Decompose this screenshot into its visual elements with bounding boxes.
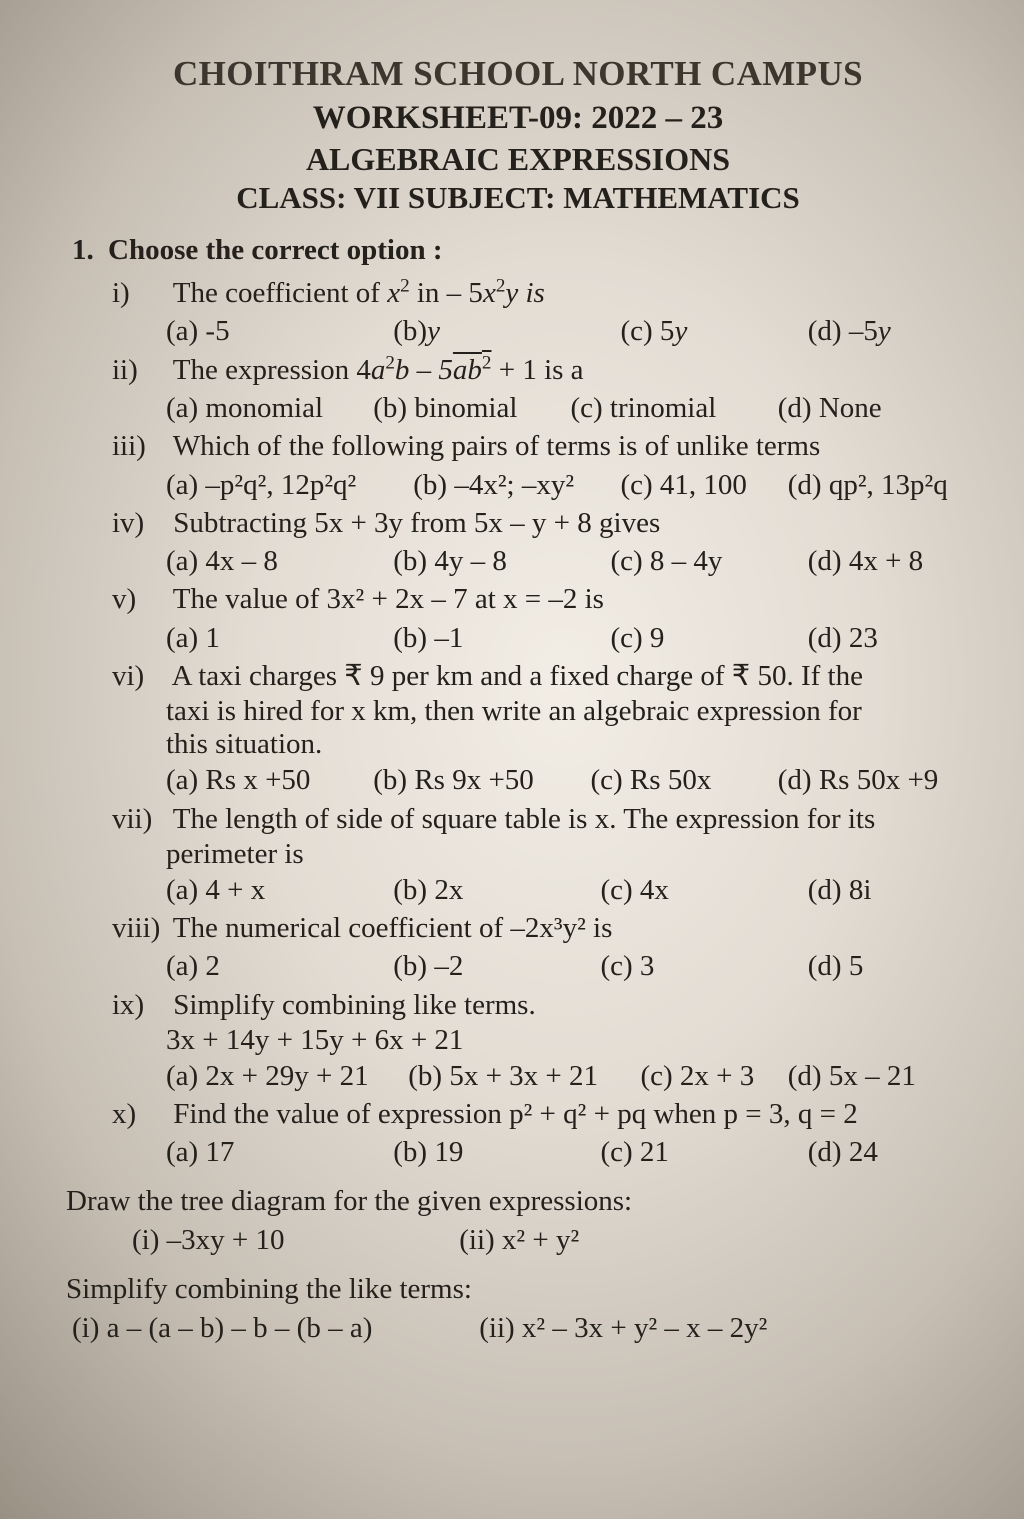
q1-vi-l3: this situation. xyxy=(166,728,964,761)
q1-viii-d: (d) 5 xyxy=(808,947,864,985)
q1-iv-tag: iv) xyxy=(112,504,166,542)
q1-viii-c: (c) 3 xyxy=(601,947,801,985)
q1-ix: ix) Simplify combining like terms. xyxy=(112,986,964,1024)
q3-i: (i) a – (a – b) – b – (b – a) xyxy=(72,1309,472,1348)
q1-number: 1. xyxy=(72,234,108,267)
q1-vii: vii) The length of side of square table … xyxy=(112,800,964,838)
q1-ix-tag: ix) xyxy=(112,986,166,1024)
q1-iii-c: (c) 41, 100 xyxy=(621,466,781,504)
q1-v-c: (c) 9 xyxy=(611,619,801,657)
q1-x-b: (b) 19 xyxy=(393,1133,593,1171)
q1-iii-options: (a) –p²q², 12p²q² (b) –4x²; –xy² (c) 41,… xyxy=(166,466,964,504)
q3-ii: (ii) x² – 3x + y² – x – 2y² xyxy=(479,1312,767,1344)
q1-iii-tag: iii) xyxy=(112,427,166,465)
q1-ix-options: (a) 2x + 29y + 21 (b) 5x + 3x + 21 (c) 2… xyxy=(166,1057,964,1095)
q1-iv: iv) Subtracting 5x + 3y from 5x – y + 8 … xyxy=(112,504,964,542)
q2-title: Draw the tree diagram for the given expr… xyxy=(66,1182,964,1221)
q1-vi-options: (a) Rs x +50 (b) Rs 9x +50 (c) Rs 50x (d… xyxy=(166,761,964,799)
q1-v-b: (b) –1 xyxy=(393,619,603,657)
q1-iv-d: (d) 4x + 8 xyxy=(808,542,923,580)
q1-vii-c: (c) 4x xyxy=(601,871,801,909)
q2-i: (i) –3xy + 10 xyxy=(132,1221,452,1260)
q1-viii-a: (a) 2 xyxy=(166,947,386,985)
q1-vii-options: (a) 4 + x (b) 2x (c) 4x (d) 8i xyxy=(166,871,964,909)
q1-x-options: (a) 17 (b) 19 (c) 21 (d) 24 xyxy=(166,1133,964,1171)
q1-i-tag: i) xyxy=(112,274,166,312)
q1-i-d: (d) –5y xyxy=(808,312,891,350)
q1-i-options: (a) -5 (b) y (c) 5y (d) –5y xyxy=(166,312,964,350)
q3-parts: (i) a – (a – b) – b – (b – a) (ii) x² – … xyxy=(72,1309,964,1348)
q1-vii-l1: The length of side of square table is x.… xyxy=(173,803,876,835)
q1-v-text: The value of 3x² + 2x – 7 at x = –2 is xyxy=(173,583,604,615)
q1-i-b: (b) y xyxy=(393,312,613,350)
q1-vi-l1: A taxi charges ₹ 9 per km and a fixed ch… xyxy=(172,660,863,692)
q1-vi-l2: taxi is hired for x km, then write an al… xyxy=(166,695,964,728)
class-subject: CLASS: VII SUBJECT: MATHEMATICS xyxy=(72,180,964,216)
q1-x-text: Find the value of expression p² + q² + p… xyxy=(173,1098,857,1130)
q1-ix-a: (a) 2x + 29y + 21 xyxy=(166,1057,401,1095)
q1-ii-d: (d) None xyxy=(778,389,882,427)
q1-ii-tag: ii) xyxy=(112,351,166,389)
q2-parts: (i) –3xy + 10 (ii) x² + y² xyxy=(132,1221,964,1260)
q1-x-tag: x) xyxy=(112,1095,166,1133)
q1-x-d: (d) 24 xyxy=(808,1133,878,1171)
q1-ii-c: (c) trinomial xyxy=(571,389,771,427)
q1-vi-b: (b) Rs 9x +50 xyxy=(373,761,583,799)
q1-iii-b: (b) –4x²; –xy² xyxy=(413,466,613,504)
q1-i-text: The coefficient of x2 in – 5x2y is xyxy=(173,277,545,309)
q1-x-a: (a) 17 xyxy=(166,1133,386,1171)
q1-ix-l2: 3x + 14y + 15y + 6x + 21 xyxy=(166,1024,964,1057)
q1-ii: ii) The expression 4a2b – 5ab2 + 1 is a xyxy=(112,350,964,389)
q1-viii: viii) The numerical coefficient of –2x³y… xyxy=(112,909,964,947)
q1-v-d: (d) 23 xyxy=(808,619,878,657)
q1-ix-d: (d) 5x – 21 xyxy=(788,1057,916,1095)
q1-i: i) The coefficient of x2 in – 5x2y is xyxy=(112,273,964,312)
q1-iii-d: (d) qp², 13p²q xyxy=(788,466,948,504)
q1-ii-options: (a) monomial (b) binomial (c) trinomial … xyxy=(166,389,964,427)
q1-ii-a: (a) monomial xyxy=(166,389,366,427)
q1-ix-c: (c) 2x + 3 xyxy=(641,1057,781,1095)
q1-i-a: (a) -5 xyxy=(166,312,386,350)
q1-vi-a: (a) Rs x +50 xyxy=(166,761,366,799)
q1-vii-l2: perimeter is xyxy=(166,838,964,871)
q1-v: v) The value of 3x² + 2x – 7 at x = –2 i… xyxy=(112,580,964,618)
q1-iv-text: Subtracting 5x + 3y from 5x – y + 8 give… xyxy=(173,507,660,539)
q1-v-options: (a) 1 (b) –1 (c) 9 (d) 23 xyxy=(166,619,964,657)
q1-iv-c: (c) 8 – 4y xyxy=(611,542,801,580)
q1-iii-text: Which of the following pairs of terms is… xyxy=(173,430,821,462)
q1-vii-tag: vii) xyxy=(112,800,166,838)
q1-ix-l1: Simplify combining like terms. xyxy=(173,989,535,1021)
q1-vi-tag: vi) xyxy=(112,657,166,695)
q1-x: x) Find the value of expression p² + q² … xyxy=(112,1095,964,1133)
q2-ii: (ii) x² + y² xyxy=(459,1224,579,1256)
q1-ii-text: The expression 4a2b – 5ab2 + 1 is a xyxy=(173,354,584,386)
q1-iv-options: (a) 4x – 8 (b) 4y – 8 (c) 8 – 4y (d) 4x … xyxy=(166,542,964,580)
q1-viii-text: The numerical coefficient of –2x³y² is xyxy=(173,912,613,944)
q1-vii-d: (d) 8i xyxy=(808,871,872,909)
q1-vii-a: (a) 4 + x xyxy=(166,871,386,909)
topic-title: ALGEBRAIC EXPRESSIONS xyxy=(72,141,964,178)
q3-title: Simplify combining the like terms: xyxy=(66,1270,964,1309)
q1-vi-c: (c) Rs 50x xyxy=(591,761,771,799)
q1-heading: 1.Choose the correct option : xyxy=(72,234,964,267)
q1-iii-a: (a) –p²q², 12p²q² xyxy=(166,466,406,504)
q1-iv-a: (a) 4x – 8 xyxy=(166,542,386,580)
q1-viii-b: (b) –2 xyxy=(393,947,593,985)
q1-ii-b: (b) binomial xyxy=(373,389,563,427)
q1-v-tag: v) xyxy=(112,580,166,618)
q1-v-a: (a) 1 xyxy=(166,619,386,657)
q1-title: Choose the correct option : xyxy=(108,234,443,266)
q1-iii: iii) Which of the following pairs of ter… xyxy=(112,427,964,465)
q1-iv-b: (b) 4y – 8 xyxy=(393,542,603,580)
worksheet-title: WORKSHEET-09: 2022 – 23 xyxy=(72,100,964,137)
q1-i-c: (c) 5y xyxy=(621,312,801,350)
q1-ix-b: (b) 5x + 3x + 21 xyxy=(408,1057,633,1095)
q1-viii-tag: viii) xyxy=(112,909,166,947)
q1-vi-d: (d) Rs 50x +9 xyxy=(778,761,939,799)
q1-vii-b: (b) 2x xyxy=(393,871,593,909)
school-name: CHOITHRAM SCHOOL NORTH CAMPUS xyxy=(72,54,964,94)
q1-x-c: (c) 21 xyxy=(601,1133,801,1171)
q1-vi: vi) A taxi charges ₹ 9 per km and a fixe… xyxy=(112,657,964,695)
q1-viii-options: (a) 2 (b) –2 (c) 3 (d) 5 xyxy=(166,947,964,985)
